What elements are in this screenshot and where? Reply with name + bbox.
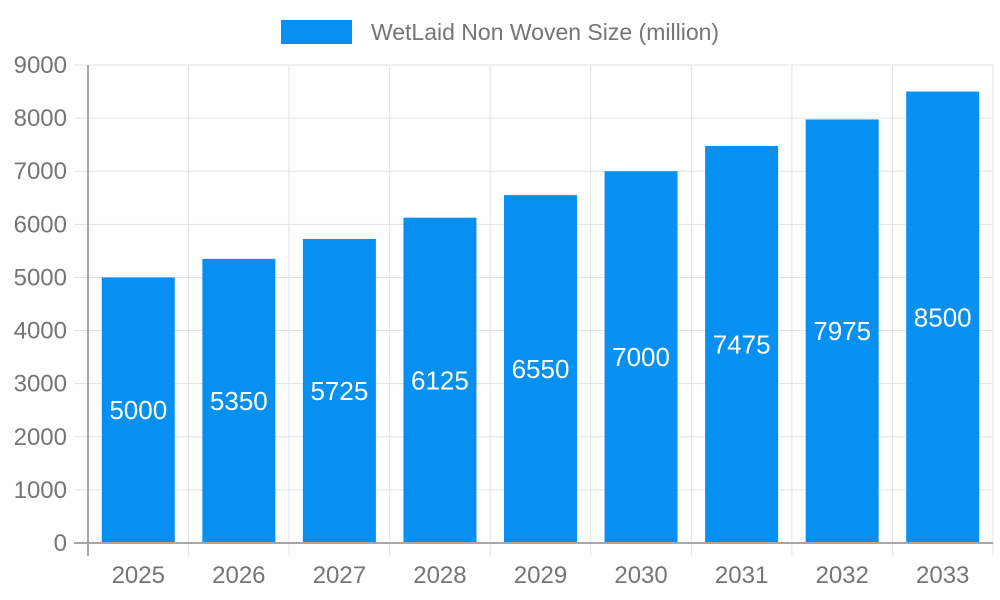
x-axis-label-2025: 2025: [112, 562, 165, 589]
bar-value-label-2027: 5725: [310, 376, 368, 406]
x-axis-label-2028: 2028: [413, 562, 466, 589]
y-axis-label-2000: 2000: [14, 424, 67, 451]
y-axis-label-0: 0: [54, 530, 67, 557]
y-axis-label-9000: 9000: [14, 52, 67, 79]
bar-value-label-2029: 6550: [512, 354, 570, 384]
legend-item[interactable]: WetLaid Non Woven Size (million): [0, 19, 1000, 45]
bar-2029[interactable]: [504, 195, 577, 543]
bar-value-label-2032: 7975: [813, 316, 871, 346]
bar-2032[interactable]: [805, 119, 879, 543]
bar-2028[interactable]: [403, 217, 477, 543]
bar-2027[interactable]: [302, 238, 376, 543]
bar-value-label-2026: 5350: [210, 386, 268, 416]
y-axis-label-3000: 3000: [14, 371, 67, 398]
y-axis-label-6000: 6000: [14, 211, 67, 238]
x-axis-label-2030: 2030: [614, 562, 667, 589]
legend-label: WetLaid Non Woven Size (million): [370, 18, 720, 45]
y-axis-label-5000: 5000: [14, 264, 67, 291]
bar-value-label-2031: 7475: [713, 329, 771, 359]
x-axis-label-2033: 2033: [916, 562, 969, 589]
y-axis-label-4000: 4000: [14, 318, 67, 345]
bar-2031[interactable]: [705, 145, 779, 543]
bar-2025[interactable]: [101, 277, 175, 543]
bar-value-label-2025: 5000: [109, 395, 167, 425]
bar-value-label-2028: 6125: [411, 365, 469, 395]
bar-value-label-2030: 7000: [612, 342, 670, 372]
x-axis-label-2029: 2029: [514, 562, 567, 589]
bar-value-label-2033: 8500: [914, 302, 972, 332]
x-axis-label-2031: 2031: [715, 562, 768, 589]
x-axis-label-2026: 2026: [212, 562, 265, 589]
bar-2026[interactable]: [202, 258, 276, 543]
y-axis-label-8000: 8000: [14, 105, 67, 132]
legend-swatch: [280, 20, 352, 44]
y-axis-label-7000: 7000: [14, 158, 67, 185]
bar-2033[interactable]: [906, 91, 980, 544]
bar-2030[interactable]: [604, 171, 678, 543]
x-axis-label-2027: 2027: [313, 562, 366, 589]
y-axis-label-1000: 1000: [14, 477, 67, 504]
x-axis-label-2032: 2032: [815, 562, 868, 589]
